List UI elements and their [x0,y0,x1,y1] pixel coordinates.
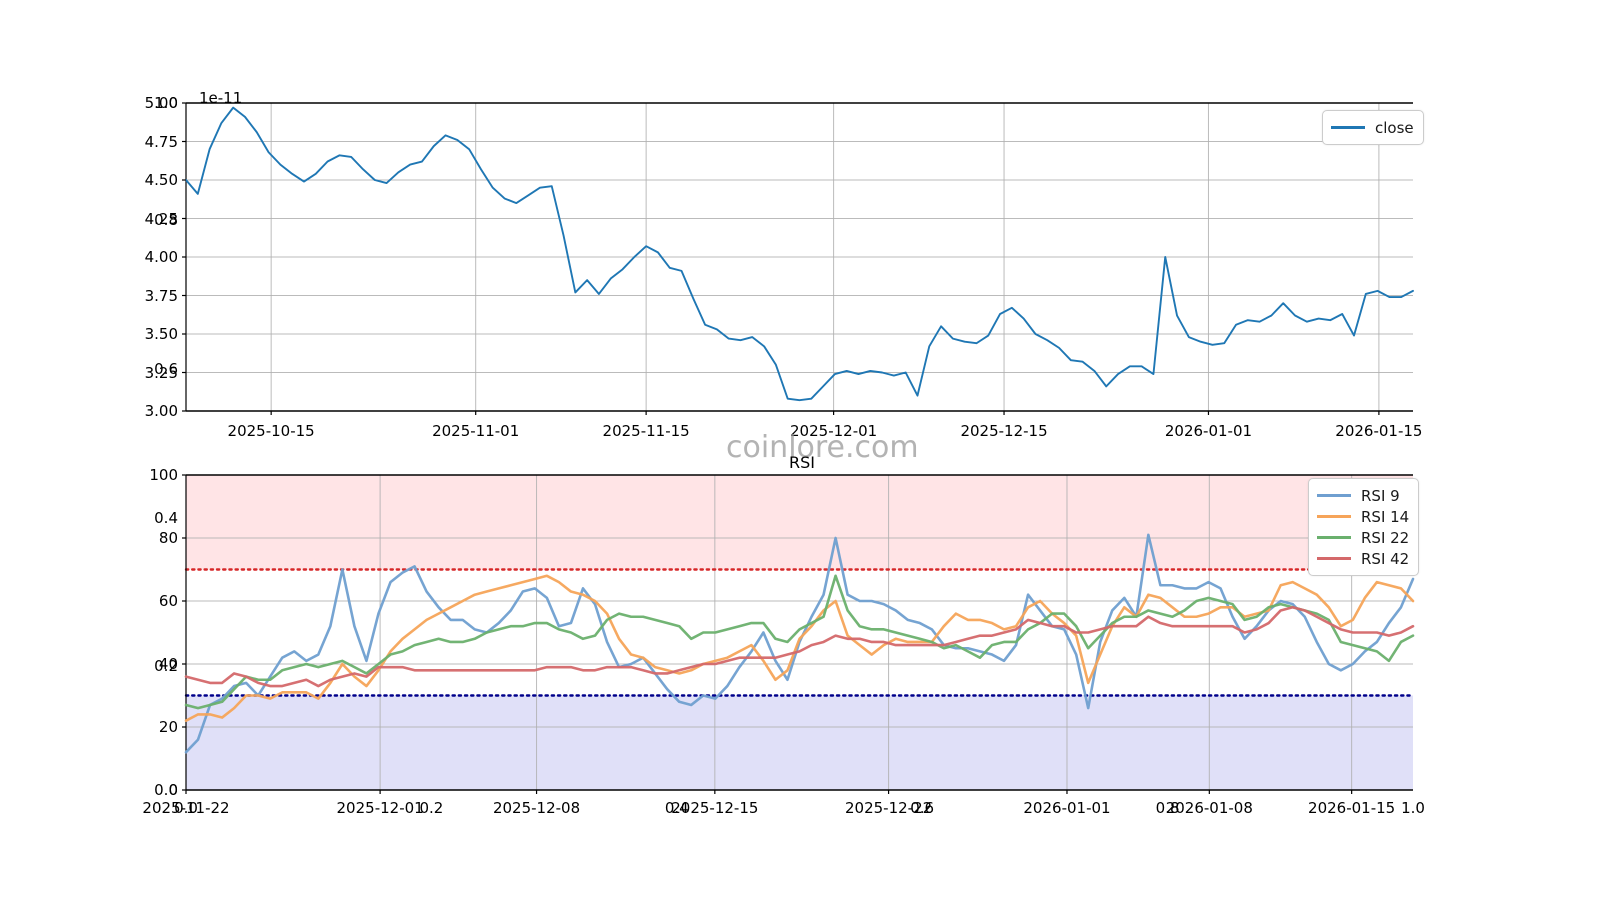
price-y-tick: 4.75 [144,132,178,151]
rsi-x-tick: 2026-01-08 [1165,799,1253,817]
legend-line-swatch-rsi-42 [1317,557,1351,560]
rsi-y-tick: 40 [158,655,178,673]
rsi-y-tick: 20 [158,718,178,736]
legend-label: close [1375,118,1414,137]
rsi-ghost-y-tick: 0.4 [154,508,178,527]
price-y-tick: 5.00 [144,94,178,112]
rsi-ghost-x-tick: 0.2 [419,799,444,817]
legend-label: RSI 9 [1361,486,1400,505]
price-y-tick: 4.25 [144,209,178,228]
price-x-tick: 2025-12-01 [790,422,878,440]
rsi-chart-plot [182,474,1415,794]
rsi-x-tick: 2026-01-01 [1023,799,1111,817]
rsi-ghost-x-tick: 0.0 [174,799,198,817]
price-x-tick: 2025-10-15 [227,422,315,440]
rsi-x-tick: 2025-12-08 [492,799,581,817]
price-y-tick: 3.75 [144,286,178,305]
rsi-ghost-y-tick: 0.0 [154,781,178,799]
legend-line-swatch-rsi-14 [1317,515,1351,518]
price-ghost-y-tick: 1.0 [154,94,178,112]
price-y-tick: 3.00 [144,402,178,420]
price-x-tick: 2026-01-15 [1335,422,1423,440]
rsi-x-tick: 2025-12-22 [844,799,933,817]
price-ghost-y-tick: 0.8 [154,211,178,230]
price-x-tick: 2025-12-15 [960,422,1048,440]
rsi-y-tick: 0 [168,781,178,799]
rsi-chart-title: RSI [789,453,815,472]
price-exponent-label: 1e-11 [199,89,243,107]
rsi-ghost-x-tick: 0.4 [664,799,689,817]
rsi-ghost-y-tick: 0.2 [154,656,178,675]
price-y-tick: 3.50 [144,325,178,343]
legend-label: RSI 42 [1361,549,1410,568]
price-x-tick: 2025-11-15 [602,422,690,440]
rsi-x-tick: 2026-01-15 [1308,799,1396,817]
rsi-legend-item[interactable]: RSI 22 [1317,527,1409,548]
rsi-legend-item[interactable]: RSI 14 [1317,506,1409,527]
rsi-ghost-x-tick: 0.8 [1155,799,1180,817]
rsi-y-tick: 80 [158,529,178,547]
price-chart-plot [182,102,1414,415]
legend-label: RSI 22 [1361,528,1410,547]
legend-line-swatch-rsi-9 [1317,494,1351,497]
rsi-ghost-x-tick: 0.6 [910,799,935,817]
rsi-chart-panel [0,460,1600,900]
price-x-tick: 2026-01-01 [1164,422,1253,440]
rsi-y-tick: 100 [149,466,178,484]
rsi-ghost-x-tick: 1.0 [1401,799,1425,817]
legend-line-swatch-close [1331,126,1365,129]
legend-label: RSI 14 [1361,507,1410,526]
price-legend-item[interactable]: close [1331,117,1414,138]
price-legend[interactable]: close [1322,110,1424,145]
legend-line-swatch-rsi-22 [1317,536,1351,539]
rsi-x-tick: 2025-12-15 [671,799,759,817]
rsi-y-tick: 60 [158,592,178,610]
price-y-tick: 3.25 [144,363,178,382]
rsi-legend[interactable]: RSI 9 RSI 14 RSI 22 RSI 42 [1308,478,1420,576]
price-y-tick: 4.00 [144,248,178,266]
rsi-legend-item[interactable]: RSI 9 [1317,485,1409,506]
price-y-tick: 4.50 [144,171,178,189]
rsi-legend-item[interactable]: RSI 42 [1317,548,1409,569]
rsi-x-tick: 2025-12-01 [336,799,424,817]
price-chart-panel [182,102,1414,415]
price-ghost-y-tick: 0.6 [154,360,178,379]
price-x-tick: 2025-11-01 [432,422,520,440]
rsi-x-tick: 2025-11-22 [142,799,230,817]
